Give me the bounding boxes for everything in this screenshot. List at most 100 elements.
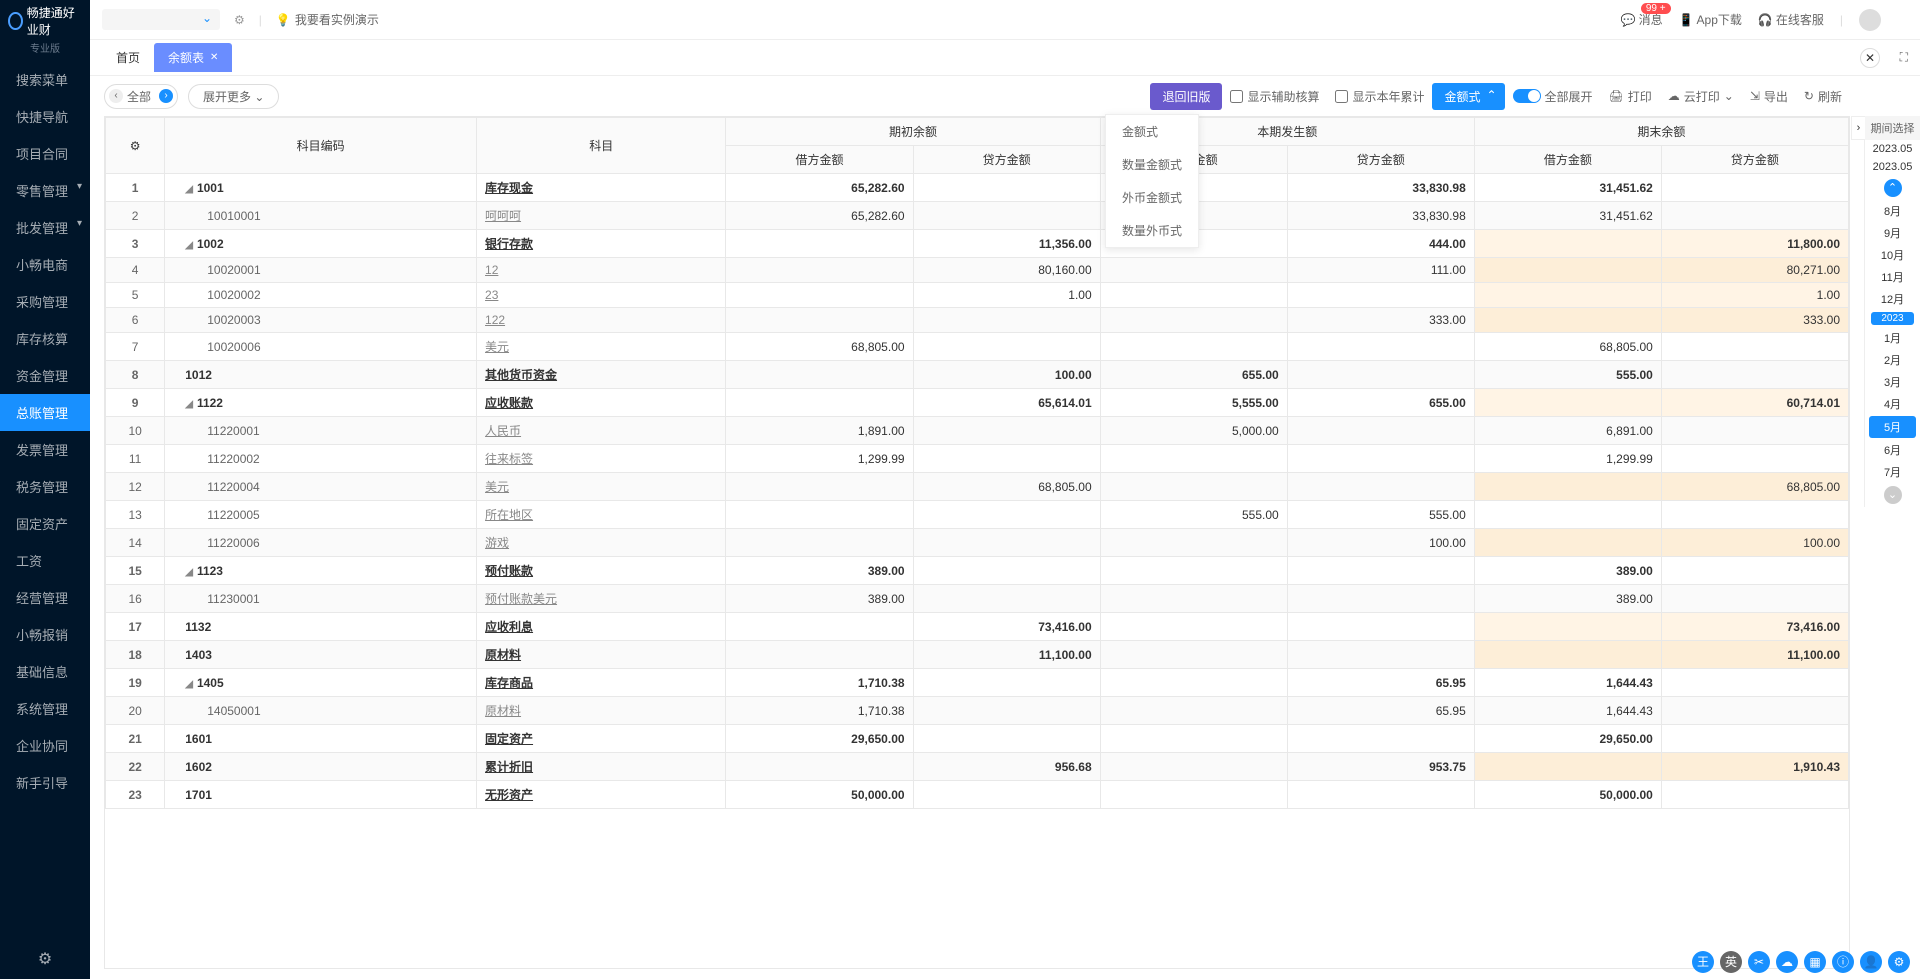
- chevron-right-icon[interactable]: ›: [159, 89, 173, 103]
- period-month[interactable]: 12月: [1865, 288, 1920, 310]
- dock-icon[interactable]: ✂: [1748, 951, 1770, 973]
- chevron-left-icon[interactable]: ‹: [109, 89, 123, 103]
- account-link[interactable]: 122: [485, 313, 505, 327]
- sidebar-item[interactable]: 新手引导: [0, 764, 90, 801]
- dock-icon[interactable]: ☁: [1776, 951, 1798, 973]
- demo-link[interactable]: 💡 我要看实例演示: [276, 11, 379, 28]
- sidebar-item[interactable]: 零售管理▾: [0, 172, 90, 209]
- period-down-icon[interactable]: ⌄: [1884, 486, 1902, 504]
- expand-icon[interactable]: ◢: [185, 679, 193, 690]
- dock-icon[interactable]: 王: [1692, 951, 1714, 973]
- sidebar-item[interactable]: 小畅报销: [0, 616, 90, 653]
- back-old-button[interactable]: 退回旧版: [1150, 83, 1222, 110]
- sidebar-item[interactable]: 搜索菜单: [0, 61, 90, 98]
- dropdown-item[interactable]: 外币金额式: [1106, 181, 1198, 214]
- collapse-handle-icon[interactable]: ›: [1851, 116, 1865, 140]
- expand-icon[interactable]: ◢: [185, 184, 193, 195]
- export-button[interactable]: ⇲ 导出: [1750, 88, 1788, 105]
- account-link[interactable]: 应收账款: [485, 396, 533, 410]
- chk-year[interactable]: 显示本年累计: [1335, 88, 1424, 105]
- dock-icon[interactable]: 英: [1720, 951, 1742, 973]
- sidebar-item[interactable]: 基础信息: [0, 653, 90, 690]
- dropdown-item[interactable]: 数量外币式: [1106, 214, 1198, 247]
- account-link[interactable]: 美元: [485, 340, 509, 354]
- expand-toggle[interactable]: 全部展开: [1513, 88, 1593, 105]
- account-link[interactable]: 往来标签: [485, 452, 533, 466]
- account-link[interactable]: 原材料: [485, 704, 521, 718]
- sidebar-item[interactable]: 资金管理: [0, 357, 90, 394]
- sidebar-item[interactable]: 企业协同: [0, 727, 90, 764]
- expand-icon[interactable]: ◢: [185, 567, 193, 578]
- print-button[interactable]: 🖨 打印: [1609, 88, 1652, 105]
- period-to[interactable]: 2023.05: [1865, 158, 1920, 176]
- period-month[interactable]: 1月: [1865, 327, 1920, 349]
- sidebar-item[interactable]: 系统管理: [0, 690, 90, 727]
- sidebar-item[interactable]: 发票管理: [0, 431, 90, 468]
- fullscreen-icon[interactable]: ⛶: [1900, 50, 1908, 65]
- account-link[interactable]: 23: [485, 288, 498, 302]
- account-link[interactable]: 12: [485, 263, 498, 277]
- account-link[interactable]: 所在地区: [485, 508, 533, 522]
- account-link[interactable]: 库存商品: [485, 676, 533, 690]
- account-link[interactable]: 其他货币资金: [485, 368, 557, 382]
- account-link[interactable]: 游戏: [485, 536, 509, 550]
- period-month[interactable]: 8月: [1865, 200, 1920, 222]
- sidebar-item[interactable]: 税务管理: [0, 468, 90, 505]
- period-month[interactable]: 9月: [1865, 222, 1920, 244]
- account-link[interactable]: 原材料: [485, 648, 521, 662]
- account-link[interactable]: 美元: [485, 480, 509, 494]
- period-month[interactable]: 3月: [1865, 371, 1920, 393]
- sidebar-item[interactable]: 项目合同: [0, 135, 90, 172]
- account-link[interactable]: 累计折旧: [485, 760, 533, 774]
- refresh-button[interactable]: ↻ 刷新: [1804, 88, 1842, 105]
- expand-icon[interactable]: ◢: [185, 399, 193, 410]
- filter-all-pill[interactable]: ‹ 全部 ›: [104, 84, 178, 109]
- period-month[interactable]: 4月: [1865, 393, 1920, 415]
- expand-more-pill[interactable]: 展开更多 ⌄: [188, 84, 279, 109]
- dock-icon[interactable]: 👤: [1860, 951, 1882, 973]
- period-month[interactable]: 11月: [1865, 266, 1920, 288]
- mode-button[interactable]: 金额式: [1432, 83, 1504, 110]
- dock-icon[interactable]: ▦: [1804, 951, 1826, 973]
- chk-aux[interactable]: 显示辅助核算: [1230, 88, 1319, 105]
- sidebar-item[interactable]: 工资: [0, 542, 90, 579]
- period-month[interactable]: 10月: [1865, 244, 1920, 266]
- expand-icon[interactable]: ◢: [185, 240, 193, 251]
- period-month[interactable]: 5月: [1869, 416, 1916, 438]
- close-all-icon[interactable]: ✕: [1860, 48, 1880, 68]
- user-avatar[interactable]: [1859, 9, 1908, 31]
- account-link[interactable]: 库存现金: [485, 181, 533, 195]
- account-link[interactable]: 固定资产: [485, 732, 533, 746]
- dropdown-item[interactable]: 数量金额式: [1106, 148, 1198, 181]
- cloud-print-button[interactable]: ☁ 云打印 ⌄: [1668, 88, 1734, 105]
- sidebar-item[interactable]: 固定资产: [0, 505, 90, 542]
- period-month[interactable]: 2月: [1865, 349, 1920, 371]
- close-icon[interactable]: ✕: [210, 52, 218, 63]
- header-item[interactable]: 📱 App下载: [1679, 11, 1742, 28]
- period-month[interactable]: 6月: [1865, 439, 1920, 461]
- dock-icon[interactable]: ⓘ: [1832, 951, 1854, 973]
- account-link[interactable]: 预付账款: [485, 564, 533, 578]
- company-selector[interactable]: [102, 9, 220, 30]
- period-month[interactable]: 7月: [1865, 461, 1920, 483]
- tab-balance[interactable]: 余额表 ✕: [154, 43, 232, 72]
- dock-icon[interactable]: ⚙: [1888, 951, 1910, 973]
- header-item[interactable]: 💬 消息99 +: [1621, 11, 1663, 28]
- period-from[interactable]: 2023.05: [1865, 140, 1920, 158]
- account-link[interactable]: 无形资产: [485, 788, 533, 802]
- table-gear-icon[interactable]: ⚙: [106, 118, 165, 174]
- sidebar-item[interactable]: 库存核算: [0, 320, 90, 357]
- header-item[interactable]: 🎧 在线客服: [1758, 11, 1824, 28]
- sidebar-item[interactable]: 批发管理▾: [0, 209, 90, 246]
- settings-gear-icon[interactable]: ⚙: [0, 939, 90, 979]
- account-link[interactable]: 银行存款: [485, 237, 533, 251]
- gear-icon[interactable]: ⚙: [234, 13, 245, 27]
- account-link[interactable]: 呵呵呵: [485, 209, 521, 223]
- tab-home[interactable]: 首页: [102, 43, 154, 72]
- sidebar-item[interactable]: 小畅电商: [0, 246, 90, 283]
- account-link[interactable]: 应收利息: [485, 620, 533, 634]
- sidebar-item[interactable]: 采购管理: [0, 283, 90, 320]
- period-up-icon[interactable]: ⌃: [1884, 179, 1902, 197]
- account-link[interactable]: 人民币: [485, 424, 521, 438]
- account-link[interactable]: 预付账款美元: [485, 592, 557, 606]
